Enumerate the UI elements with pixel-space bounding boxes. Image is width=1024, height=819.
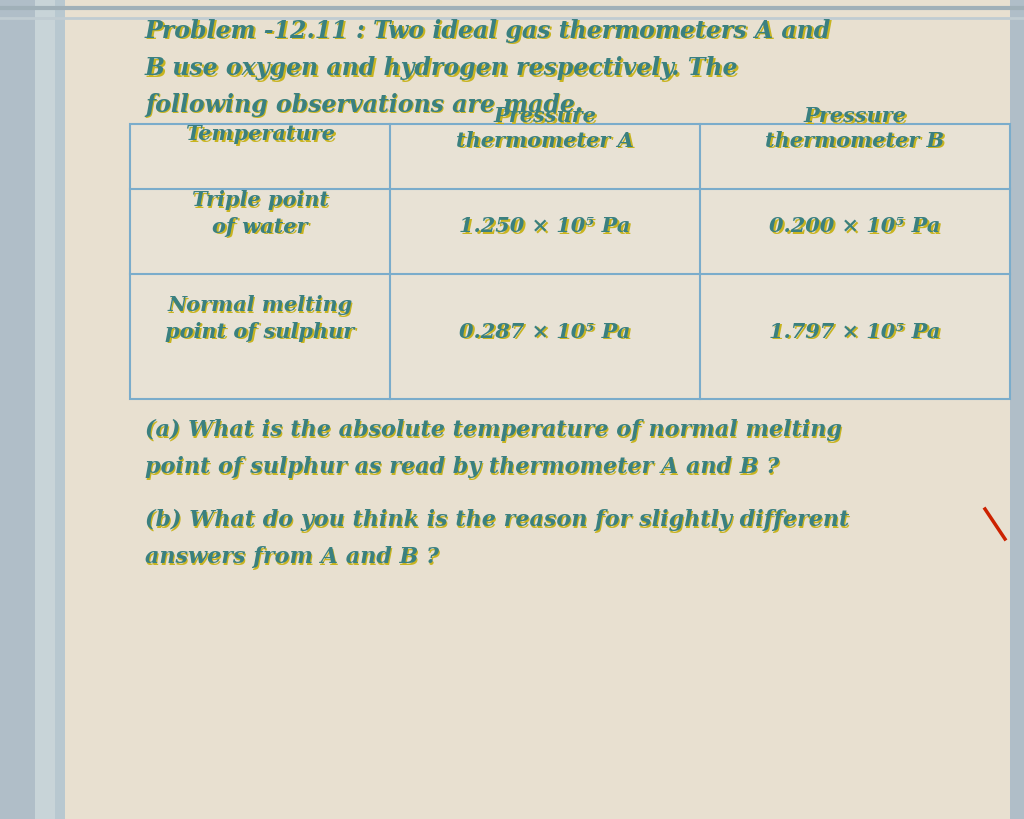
Text: B use oxygen and hydrogen respectively. The: B use oxygen and hydrogen respectively. … [146,57,740,82]
Text: 0.200 × 10⁵ Pa: 0.200 × 10⁵ Pa [771,218,942,238]
Text: Temperature: Temperature [186,126,337,146]
Text: Problem -12.11 : Two ideal gas thermometers A and: Problem -12.11 : Two ideal gas thermomet… [145,19,831,43]
Text: Problem -12.11 : Two ideal gas thermometers A and: Problem -12.11 : Two ideal gas thermomet… [146,20,833,44]
Text: answers from A and B ?: answers from A and B ? [145,546,439,568]
Text: Normal melting
point of sulphur: Normal melting point of sulphur [167,296,356,343]
Text: Pressure
thermometer A: Pressure thermometer A [458,107,635,152]
Text: Pressure
thermometer B: Pressure thermometer B [765,106,944,151]
Text: point of sulphur as read by thermometer A and B ?: point of sulphur as read by thermometer … [145,456,779,478]
Text: 1.797 × 10⁵ Pa: 1.797 × 10⁵ Pa [769,322,941,342]
Text: following observations are made.: following observations are made. [145,93,583,117]
Bar [130,124,1010,399]
Text: following observations are made.: following observations are made. [146,94,585,119]
Text: (a) What is the absolute temperature of normal melting: (a) What is the absolute temperature of … [145,419,842,441]
Bar [0,0,35,819]
Text: Triple point
of water: Triple point of water [193,192,330,238]
Text: 1.250 × 10⁵ Pa: 1.250 × 10⁵ Pa [460,216,631,237]
Bar [35,0,55,819]
Bar [1010,0,1024,819]
Bar [130,124,1010,399]
Text: Pressure
thermometer B: Pressure thermometer B [767,107,946,152]
Text: 1.250 × 10⁵ Pa: 1.250 × 10⁵ Pa [461,218,632,238]
Text: Normal melting
point of sulphur: Normal melting point of sulphur [166,296,354,342]
Text: (b) What do you think is the reason for slightly different: (b) What do you think is the reason for … [145,509,849,531]
Text: (a) What is the absolute temperature of normal melting: (a) What is the absolute temperature of … [146,420,844,442]
Text: Triple point
of water: Triple point of water [191,190,329,237]
Text: 0.287 × 10⁵ Pa: 0.287 × 10⁵ Pa [461,323,632,343]
Text: 1.797 × 10⁵ Pa: 1.797 × 10⁵ Pa [771,323,942,343]
Text: 0.287 × 10⁵ Pa: 0.287 × 10⁵ Pa [460,322,631,342]
Text: point of sulphur as read by thermometer A and B ?: point of sulphur as read by thermometer … [146,458,780,479]
Text: Pressure
thermometer A: Pressure thermometer A [456,106,634,151]
Text: Temperature: Temperature [185,124,335,144]
Bar [55,0,65,819]
Text: (b) What do you think is the reason for slightly different: (b) What do you think is the reason for … [146,510,851,532]
Text: B use oxygen and hydrogen respectively. The: B use oxygen and hydrogen respectively. … [145,56,738,80]
Text: answers from A and B ?: answers from A and B ? [146,547,440,569]
Text: 0.200 × 10⁵ Pa: 0.200 × 10⁵ Pa [769,216,941,237]
